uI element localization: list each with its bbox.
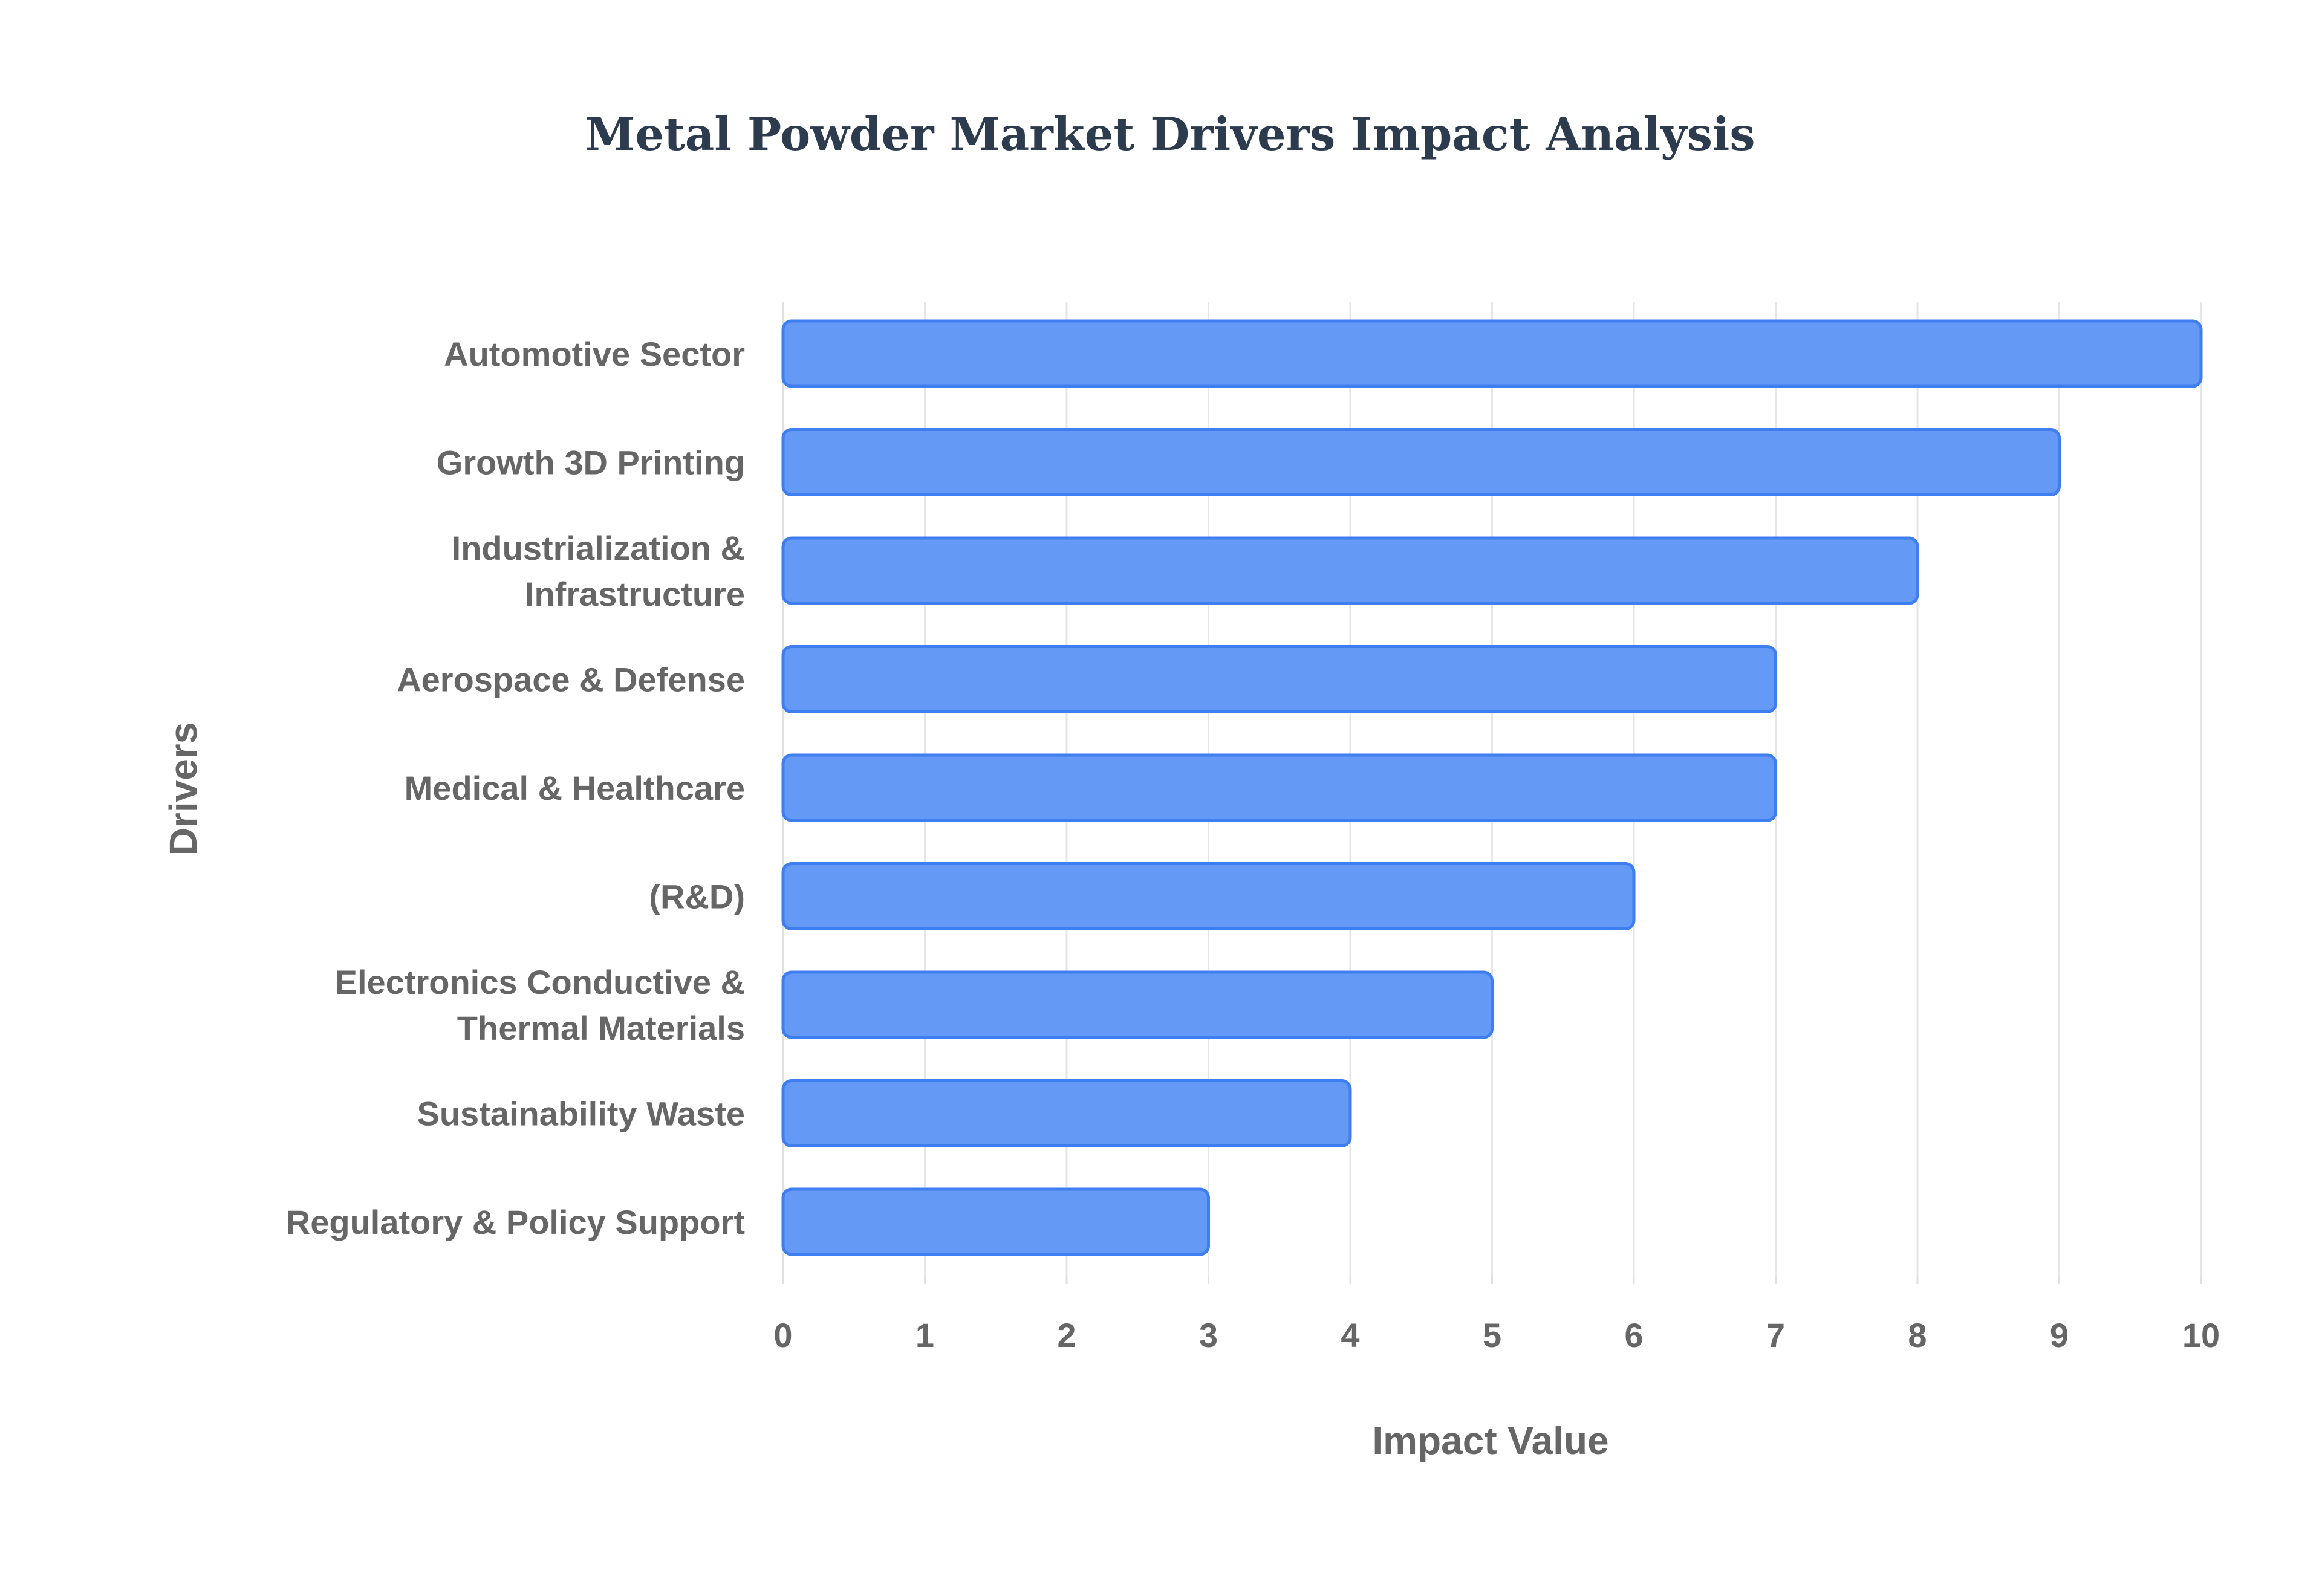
category-label: Medical & Healthcare — [405, 769, 745, 807]
x-tick-label: 10 — [2182, 1316, 2220, 1354]
bar — [781, 428, 2061, 496]
bar — [781, 862, 1636, 930]
category-label: Automotive Sector — [444, 335, 745, 373]
chart-title: Metal Powder Market Drivers Impact Analy… — [585, 108, 1755, 161]
bar — [781, 970, 1494, 1039]
x-axis-title: Impact Value — [1372, 1419, 1608, 1462]
category-label: Aerospace & Defense — [397, 661, 745, 699]
bar — [781, 536, 1919, 605]
category-label: Regulatory & Policy Support — [286, 1203, 745, 1241]
x-tick-label: 6 — [1624, 1316, 1643, 1354]
y-axis-title: Drivers — [161, 722, 205, 856]
x-tick-label: 0 — [773, 1316, 792, 1354]
x-tick-labels: 0 1 2 3 4 5 6 7 8 9 10 — [773, 1316, 2220, 1354]
bar — [781, 645, 1777, 713]
category-label: Sustainability Waste — [417, 1095, 746, 1133]
x-tick-label: 8 — [1908, 1316, 1927, 1354]
category-label: Infrastructure — [525, 575, 745, 613]
category-label: Thermal Materials — [457, 1009, 745, 1047]
bar — [781, 753, 1777, 822]
x-tick-label: 5 — [1483, 1316, 1501, 1354]
x-tick-label: 3 — [1199, 1316, 1218, 1354]
x-tick-label: 4 — [1341, 1316, 1359, 1354]
bar — [781, 1187, 1210, 1256]
category-label: Electronics Conductive & — [335, 963, 745, 1001]
bar — [781, 319, 2203, 388]
x-tick-label: 1 — [915, 1316, 934, 1354]
x-tick-label: 7 — [1766, 1316, 1785, 1354]
bar — [781, 1079, 1352, 1147]
category-labels: Automotive Sector Growth 3D Printing Indus… — [286, 335, 745, 1241]
x-tick-label: 9 — [2050, 1316, 2069, 1354]
category-label: Industrialization & — [452, 529, 745, 567]
category-label: (R&D) — [649, 878, 745, 916]
bars — [781, 319, 2203, 1256]
category-label: Growth 3D Printing — [437, 444, 745, 482]
x-tick-label: 2 — [1057, 1316, 1076, 1354]
